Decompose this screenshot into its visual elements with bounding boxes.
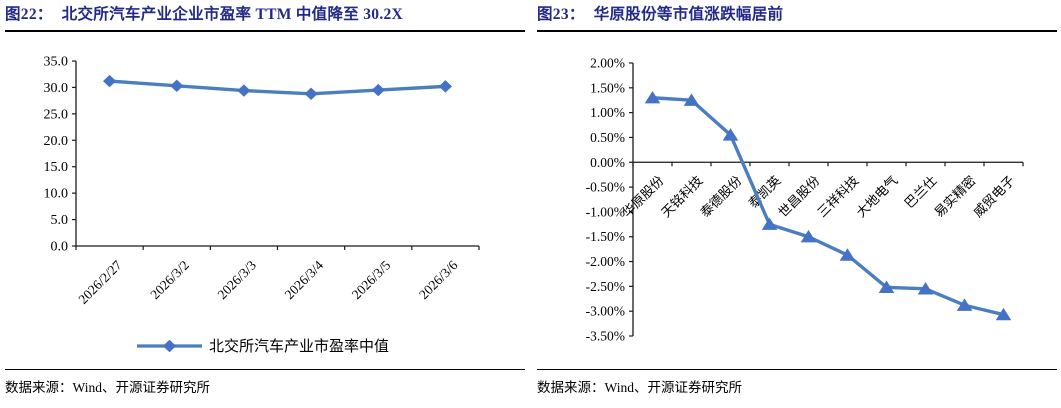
legend-marker (162, 339, 177, 353)
y-tick-label: 20.0 (44, 134, 69, 149)
legend-label: 北交所汽车产业市盈率中值 (209, 337, 389, 355)
data-point-marker (917, 282, 934, 295)
y-tick-label: -3.00% (586, 304, 625, 319)
x-category-label: 易实精密 (931, 173, 978, 220)
figure-22-title-text: 北交所汽车产业企业市盈率 TTM 中值降至 30.2X (61, 6, 404, 23)
data-point-marker (683, 93, 700, 106)
x-category-label: 大地电气 (853, 173, 900, 220)
x-category-label: 2026/3/6 (416, 257, 461, 302)
data-point-marker (438, 80, 453, 93)
data-point-marker (371, 83, 385, 97)
y-tick-label: 5.0 (51, 213, 69, 228)
y-tick-label: 2.00% (590, 56, 625, 71)
y-tick-label: -0.50% (586, 180, 625, 195)
y-tick-label: 0.50% (590, 130, 625, 145)
figure-22-label: 图22： (5, 6, 53, 23)
pe-ttm-median-line-chart: 35.0 30.0 25.0 20.0 15.0 10.0 5.0 0.0 2026/2/27 2… (44, 55, 480, 355)
data-point-marker (878, 280, 895, 293)
data-point-marker (644, 90, 661, 104)
source-text: Wind、开源证券研究所 (72, 380, 210, 395)
y-tick-label: 15.0 (44, 160, 69, 175)
x-category-label: 三祥科技 (814, 173, 861, 220)
source-prefix: 数据来源： (5, 380, 73, 395)
y-tick-label: -3.50% (586, 329, 625, 344)
x-category-label: 泰德股份 (697, 173, 744, 220)
y-tick-label: 10.0 (44, 187, 69, 202)
data-point-marker (170, 79, 184, 93)
x-category-label: 2026/3/3 (214, 257, 259, 302)
y-tick-label: -1.00% (586, 204, 625, 219)
x-category-label: 巴兰仕 (901, 173, 939, 211)
x-category-label: 华原股份 (619, 173, 666, 220)
x-category-label: 2026/2/27 (75, 257, 124, 306)
y-tick-label: -1.50% (586, 229, 625, 244)
data-point-marker (800, 229, 817, 243)
data-point-marker (722, 128, 739, 141)
data-point-marker (304, 87, 318, 100)
data-point-marker (995, 307, 1012, 321)
data-point-marker (102, 74, 117, 88)
y-tick-label: 0.0 (51, 240, 69, 255)
figure-22-panel: 图22： 北交所汽车产业企业市盈率 TTM 中值降至 30.2X 35.0 30.0… (1, 0, 529, 408)
x-category-label: 威贸电子 (970, 173, 1017, 220)
figure-22-data-source: 数据来源：Wind、开源证券研究所 (5, 369, 525, 396)
x-category-label: 2026/3/4 (282, 257, 327, 302)
data-point-marker (839, 248, 856, 261)
x-category-label: 天铭科技 (658, 173, 705, 220)
y-tick-label: 30.0 (44, 81, 69, 96)
data-point-marker (761, 217, 778, 230)
y-tick-label: 35.0 (44, 55, 69, 70)
source-text: Wind、开源证券研究所 (604, 380, 742, 395)
figure-23-label: 图23： (537, 6, 585, 23)
y-tick-label: 1.00% (590, 105, 625, 120)
x-category-label: 2026/3/5 (349, 257, 394, 302)
source-prefix: 数据来源： (537, 380, 605, 395)
y-tick-label: -2.50% (586, 279, 625, 294)
y-tick-label: -2.00% (586, 254, 625, 269)
figure-23-panel: 图23： 华原股份等市值涨跌幅居前 2.00% 1.50% 1.00% 0.50% 0.0… (533, 0, 1061, 408)
figure-23-title: 图23： 华原股份等市值涨跌幅居前 (537, 5, 1057, 32)
y-tick-label: 25.0 (44, 107, 69, 122)
y-tick-label: 1.50% (590, 80, 625, 95)
series-line (107, 79, 448, 96)
x-category-label: 2026/3/2 (147, 258, 192, 303)
figure-23-data-source: 数据来源：Wind、开源证券研究所 (537, 369, 1057, 396)
figure-22-title: 图22： 北交所汽车产业企业市盈率 TTM 中值降至 30.2X (5, 5, 525, 32)
x-category-label: 世昌股份 (775, 173, 822, 220)
figure-23-title-text: 华原股份等市值涨跌幅居前 (593, 6, 784, 23)
y-tick-label: 0.00% (590, 155, 625, 170)
data-point-marker (956, 298, 973, 311)
series-line (650, 96, 1006, 317)
market-cap-change-line-chart: 2.00% 1.50% 1.00% 0.50% 0.00% -0.50% -1.00% -1.… (586, 56, 1024, 344)
data-point-marker (237, 84, 251, 97)
